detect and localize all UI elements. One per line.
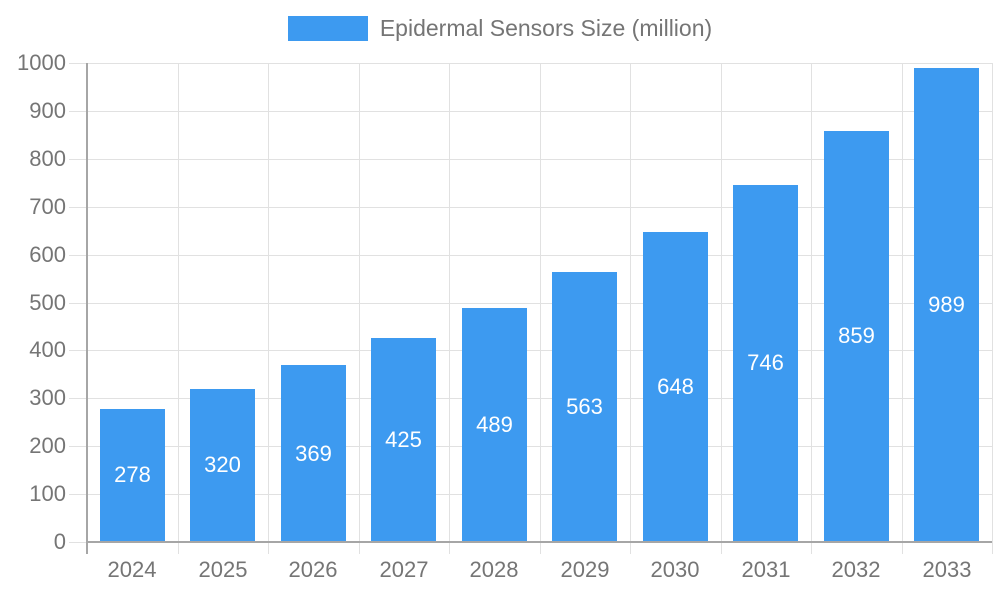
x-gridline (178, 63, 179, 554)
x-gridline (992, 63, 993, 554)
x-gridline (359, 63, 360, 554)
y-axis-tick-label: 400 (29, 337, 66, 362)
x-gridline (268, 63, 269, 554)
y-gridline (69, 63, 992, 64)
bar-value-label: 648 (657, 374, 694, 399)
bar-value-label: 563 (566, 394, 603, 419)
x-gridline (721, 63, 722, 554)
y-axis-tick-label: 1000 (17, 50, 66, 75)
bar (824, 131, 889, 542)
y-axis-line (86, 63, 88, 554)
y-gridline (69, 207, 992, 208)
bar (733, 185, 798, 542)
y-gridline (69, 303, 992, 304)
y-gridline (69, 494, 992, 495)
x-gridline (630, 63, 631, 554)
x-axis-tick-label: 2029 (560, 557, 610, 582)
x-axis-tick-label: 2025 (198, 557, 248, 582)
bar-value-label: 425 (385, 427, 422, 452)
bar-value-label: 369 (295, 441, 332, 466)
bar (100, 409, 165, 542)
x-axis-tick-label: 2028 (469, 557, 519, 582)
bar-value-label: 320 (204, 452, 241, 477)
legend-swatch[interactable] (287, 16, 368, 41)
x-axis-tick-label: 2030 (650, 557, 700, 582)
bar (552, 272, 617, 542)
y-axis-tick-label: 600 (29, 242, 66, 267)
y-axis-tick-label: 200 (29, 433, 66, 458)
bar-value-label: 746 (747, 350, 784, 375)
x-axis-tick-label: 2032 (831, 557, 881, 582)
bar (190, 389, 255, 542)
y-gridline (69, 446, 992, 447)
bar (281, 365, 346, 542)
y-axis-tick-label: 800 (29, 146, 66, 171)
x-gridline (449, 63, 450, 554)
y-gridline (69, 255, 992, 256)
x-axis-tick-label: 2031 (741, 557, 791, 582)
y-axis-tick-label: 700 (29, 194, 66, 219)
y-gridline (69, 111, 992, 112)
y-axis-tick-label: 900 (29, 98, 66, 123)
y-gridline (69, 159, 992, 160)
bar (643, 232, 708, 542)
x-axis-tick-label: 2027 (379, 557, 429, 582)
x-gridline (811, 63, 812, 554)
bar-value-label: 278 (114, 462, 151, 487)
bar (914, 68, 979, 542)
x-axis-tick-label: 2024 (107, 557, 157, 582)
x-gridline (540, 63, 541, 554)
y-axis-tick-label: 0 (53, 529, 66, 554)
legend[interactable]: Epidermal Sensors Size (million) (0, 16, 1000, 41)
bar-value-label: 989 (928, 292, 965, 317)
y-gridline (69, 350, 992, 351)
y-axis-tick-label: 500 (29, 290, 66, 315)
x-axis-line (86, 541, 992, 543)
y-gridline (69, 398, 992, 399)
bar-value-label: 489 (476, 412, 513, 437)
x-axis-tick-label: 2026 (288, 557, 338, 582)
y-axis-tick-label: 300 (29, 385, 66, 410)
x-gridline (902, 63, 903, 554)
x-axis-tick-label: 2033 (922, 557, 972, 582)
bar-value-label: 859 (838, 323, 875, 348)
y-axis-tick-label: 100 (29, 481, 66, 506)
bar (371, 338, 436, 542)
bar (462, 308, 527, 542)
legend-label: Epidermal Sensors Size (million) (379, 15, 713, 41)
